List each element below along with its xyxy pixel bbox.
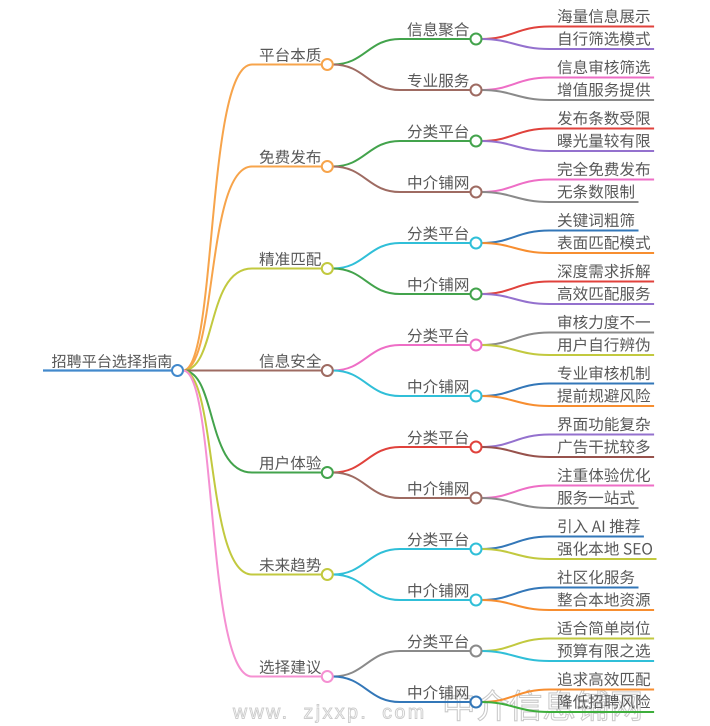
svg-text:www. zjxxp. com: www. zjxxp. com bbox=[232, 702, 427, 724]
